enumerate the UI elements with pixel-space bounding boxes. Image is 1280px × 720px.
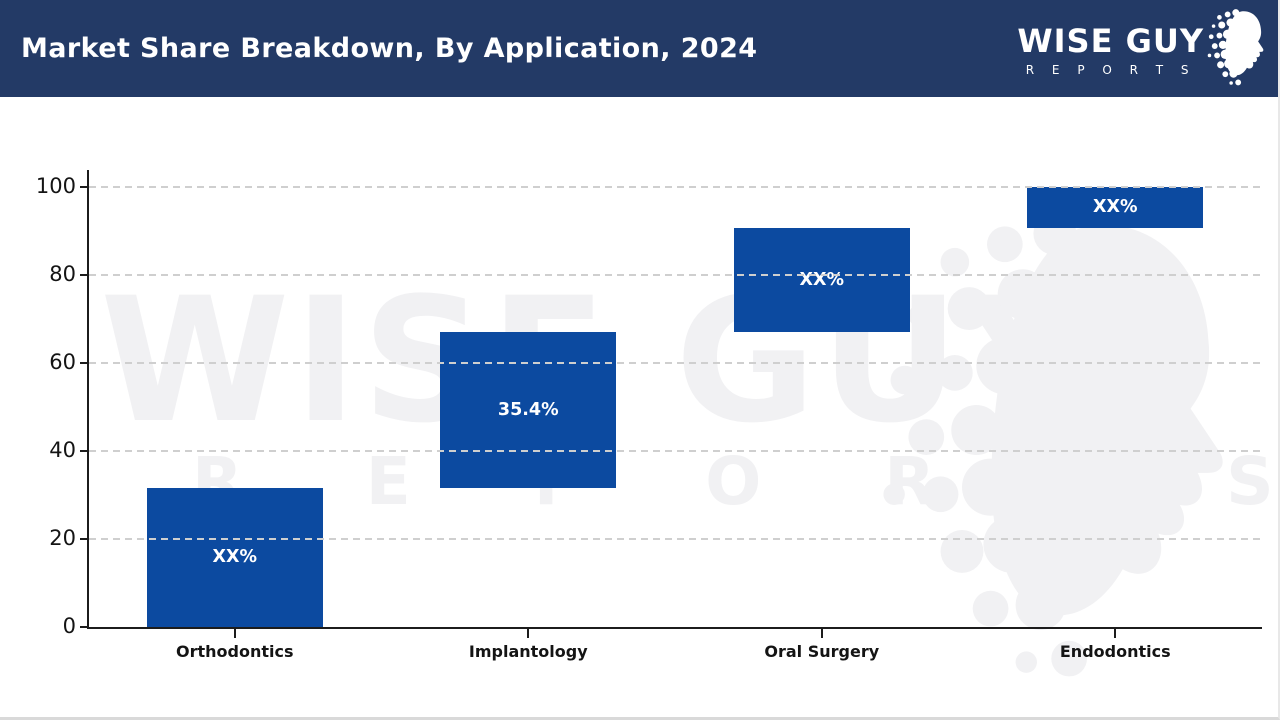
x-tick-3 [1114,629,1117,638]
y-tick-100 [80,186,88,188]
waterfall-chart: WISE GUY R E P O R T S 0 20 40 60 80 100 XX% Or… [0,97,1278,717]
gridline-60 [89,362,1262,364]
x-tick-1 [527,629,530,638]
y-tick-label: 80 [49,262,76,286]
y-tick-80 [80,274,88,276]
watermark-face-dots [883,212,1223,677]
x-tick-label: Orthodontics [176,642,294,661]
bar-orthodontics: XX% [146,487,323,627]
bar-implantology: 35.4% [440,332,617,488]
bar-oral-surgery: XX% [733,227,910,333]
bar-value-label: 35.4% [497,400,559,421]
gridline-40 [89,450,1262,452]
y-tick-label: 60 [49,350,76,374]
x-axis-line [87,627,1262,629]
y-tick-60 [80,362,88,364]
gridline-80 [89,274,1262,276]
y-tick-label: 0 [62,614,76,638]
brand-name: WISE GUY [1017,21,1204,60]
x-tick-0 [233,629,236,638]
brand-subtitle: R E P O R T S [1025,62,1196,77]
y-tick-0 [80,626,88,628]
x-tick-label: Oral Surgery [764,642,880,661]
y-tick-20 [80,538,88,540]
gridline-20 [89,538,1262,540]
x-tick-2 [820,629,823,638]
y-tick-label: 40 [49,438,76,462]
y-tick-label: 100 [35,174,76,198]
header-band: Market Share Breakdown, By Application, … [0,0,1278,97]
figure-title: Market Share Breakdown, By Application, … [21,33,758,64]
brand-logo: WISE GUY R E P O R T S [1017,6,1268,92]
y-tick-40 [80,450,88,452]
gridline-100 [89,186,1262,188]
bar-value-label: XX% [1092,197,1138,218]
y-tick-label: 20 [49,526,76,550]
y-axis-line [87,170,89,629]
x-tick-label: Endodontics [1059,642,1171,661]
brand-face-icon [1207,9,1264,86]
bar-value-label: XX% [212,547,258,568]
x-tick-label: Implantology [468,642,588,661]
bar-endodontics: XX% [1027,187,1204,228]
